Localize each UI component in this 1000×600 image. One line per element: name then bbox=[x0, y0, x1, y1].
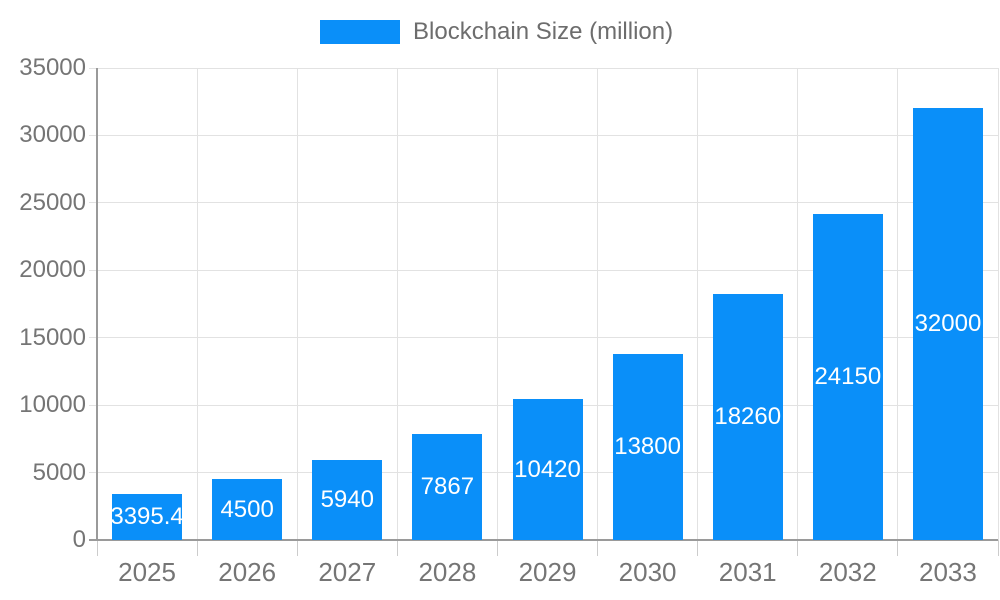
bar-value-label: 10420 bbox=[514, 455, 581, 483]
y-axis-tick-label: 30000 bbox=[19, 121, 86, 149]
bar-2030[interactable]: 13800 bbox=[612, 353, 683, 540]
bar-value-label: 32000 bbox=[914, 310, 982, 338]
x-axis-tick-mark bbox=[496, 540, 498, 556]
x-gridline bbox=[897, 68, 899, 540]
chart-legend: Blockchain Size (million) bbox=[320, 18, 674, 45]
y-axis-tick-label: 0 bbox=[72, 526, 86, 553]
x-axis-category-label: 2027 bbox=[318, 557, 377, 587]
y-axis-tick-label: 10000 bbox=[19, 391, 86, 419]
bar-value-label: 18260 bbox=[714, 402, 782, 430]
x-axis-tick-mark bbox=[296, 540, 298, 556]
x-gridline bbox=[797, 68, 799, 540]
y-axis-tick-label: 35000 bbox=[19, 54, 86, 81]
legend-label: Blockchain Size (million) bbox=[413, 18, 674, 45]
x-axis-tick-mark bbox=[597, 540, 599, 556]
x-gridline bbox=[697, 68, 699, 540]
x-axis-category-label: 2032 bbox=[818, 557, 877, 587]
x-axis-category-label: 2029 bbox=[518, 557, 577, 587]
y-axis-line bbox=[96, 68, 98, 540]
y-axis-tick-label: 20000 bbox=[19, 256, 86, 284]
y-axis-tick-label: 25000 bbox=[19, 188, 86, 216]
bar-2029[interactable]: 10420 bbox=[512, 399, 583, 540]
bar-value-label: 4500 bbox=[220, 495, 274, 523]
bar-2032[interactable]: 24150 bbox=[812, 214, 883, 540]
x-gridline bbox=[196, 68, 198, 540]
x-axis-category-label: 2033 bbox=[919, 557, 977, 587]
bar-value-label: 7867 bbox=[420, 472, 475, 500]
y-gridline bbox=[89, 202, 998, 204]
y-gridline bbox=[89, 269, 998, 271]
legend-color-swatch bbox=[320, 20, 400, 44]
x-axis-category-label: 2030 bbox=[618, 557, 677, 587]
bar-2026[interactable]: 4500 bbox=[212, 479, 283, 540]
y-axis-tick-label: 5000 bbox=[32, 458, 86, 486]
x-gridline bbox=[396, 68, 398, 540]
x-axis-category-label: 2031 bbox=[718, 557, 777, 587]
x-axis-tick-mark bbox=[396, 540, 398, 556]
x-gridline bbox=[997, 68, 999, 540]
x-gridline bbox=[597, 68, 599, 540]
bar-value-label: 3395.4 bbox=[110, 503, 184, 531]
x-axis-tick-mark bbox=[96, 540, 98, 556]
y-axis-tick-label: 15000 bbox=[19, 323, 86, 351]
x-axis-tick-mark bbox=[697, 540, 699, 556]
bar-2028[interactable]: 7867 bbox=[412, 433, 483, 540]
y-gridline bbox=[89, 67, 998, 69]
bar-value-label: 5940 bbox=[320, 485, 374, 513]
x-axis-category-label: 2025 bbox=[118, 557, 176, 587]
x-axis-baseline bbox=[89, 539, 998, 541]
bar-value-label: 13800 bbox=[614, 432, 681, 460]
x-gridline bbox=[496, 68, 498, 540]
x-axis-tick-mark bbox=[797, 540, 799, 556]
x-axis-category-label: 2028 bbox=[418, 557, 477, 587]
x-axis-tick-mark bbox=[897, 540, 899, 556]
x-axis-tick-mark bbox=[196, 540, 198, 556]
x-axis-tick-mark bbox=[997, 540, 999, 556]
x-gridline bbox=[296, 68, 298, 540]
bar-2031[interactable]: 18260 bbox=[712, 293, 783, 540]
bar-2027[interactable]: 5940 bbox=[312, 459, 383, 540]
y-gridline bbox=[89, 337, 998, 339]
bar-2033[interactable]: 32000 bbox=[912, 108, 983, 540]
bar-value-label: 24150 bbox=[814, 363, 882, 391]
x-axis-category-label: 2026 bbox=[218, 557, 277, 587]
bar-2025[interactable]: 3395.4 bbox=[110, 494, 184, 540]
y-gridline bbox=[89, 134, 998, 136]
